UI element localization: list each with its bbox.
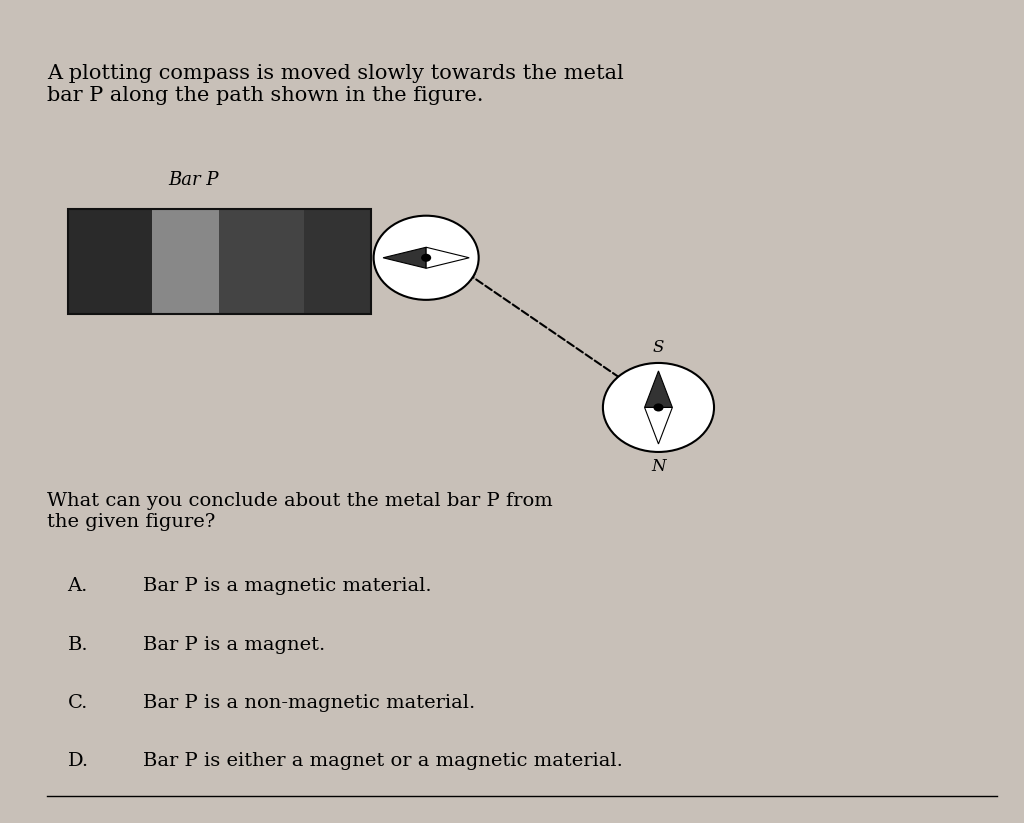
Text: C.: C.: [68, 694, 88, 712]
Polygon shape: [644, 407, 673, 444]
Text: Bar P is a non-magnetic material.: Bar P is a non-magnetic material.: [143, 694, 475, 712]
Text: A.: A.: [68, 578, 88, 595]
Text: Bar P is a magnetic material.: Bar P is a magnetic material.: [143, 578, 432, 595]
Bar: [68, 209, 371, 314]
Text: S: S: [652, 339, 665, 356]
Text: B.: B.: [68, 635, 88, 653]
Circle shape: [374, 216, 478, 300]
Text: A plotting compass is moved slowly towards the metal
bar P along the path shown : A plotting compass is moved slowly towar…: [47, 63, 624, 105]
Text: Bar P: Bar P: [169, 171, 219, 189]
Text: Bar P is either a magnet or a magnetic material.: Bar P is either a magnet or a magnetic m…: [143, 752, 624, 770]
Circle shape: [603, 363, 714, 452]
Bar: [68, 209, 153, 314]
Polygon shape: [426, 247, 469, 268]
Text: D.: D.: [68, 752, 89, 770]
Bar: [219, 209, 304, 314]
Text: Bar P is a magnet.: Bar P is a magnet.: [143, 635, 326, 653]
Polygon shape: [644, 371, 673, 407]
Text: N: N: [651, 458, 666, 476]
Polygon shape: [383, 247, 426, 268]
Bar: [304, 209, 371, 314]
Circle shape: [653, 403, 664, 412]
Bar: [153, 209, 219, 314]
Circle shape: [421, 253, 431, 262]
Text: What can you conclude about the metal bar P from
the given figure?: What can you conclude about the metal ba…: [47, 492, 553, 531]
